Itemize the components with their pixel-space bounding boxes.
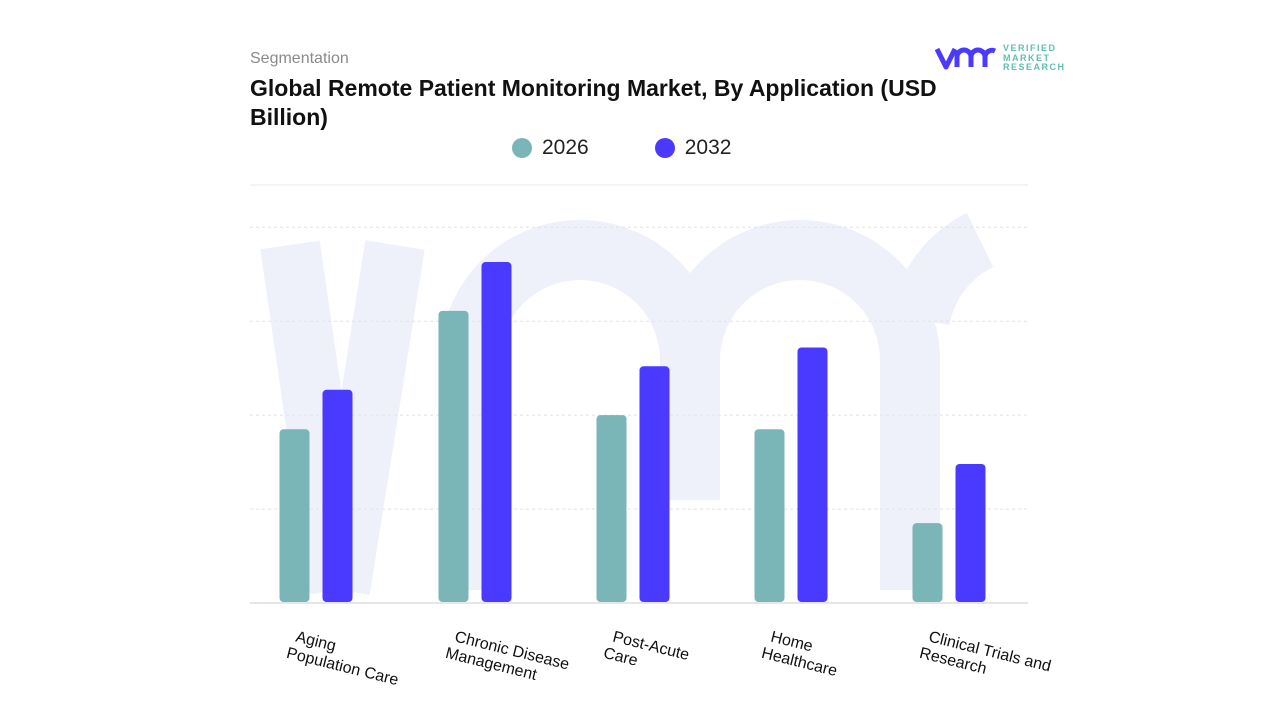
- legend-dot-icon: [512, 138, 532, 158]
- bar-2026: [279, 429, 310, 602]
- legend-item-2032[interactable]: 2032: [654, 136, 732, 160]
- legend-item-2026[interactable]: 2026: [512, 136, 589, 160]
- vmr-logo: VERIFIED MARKET RESEARCH: [935, 43, 1066, 73]
- bar-2032: [322, 389, 353, 602]
- bar-2032: [639, 366, 670, 602]
- bar-2026: [912, 523, 943, 602]
- logo-text-line: VERIFIED: [1003, 43, 1057, 53]
- logo-text-line: MARKET: [1003, 52, 1051, 63]
- bar-2032: [797, 347, 828, 602]
- chart-title: Global Remote Patient Monitoring Market,…: [250, 75, 937, 130]
- section-label: Segmentation: [250, 50, 349, 67]
- bar-2026: [754, 429, 785, 602]
- x-tick-label: AgingPopulation Care: [285, 627, 405, 689]
- x-tick-label-line: Population Care: [285, 645, 401, 689]
- x-tick-label: Clinical Trials andResearch: [918, 627, 1053, 693]
- x-tick-label: Post-AcuteCare: [602, 627, 691, 681]
- bar-2026: [438, 310, 469, 602]
- x-tick-label: Chronic DiseaseManagement: [444, 627, 571, 691]
- watermark-logo: [440, 213, 995, 590]
- bar-2032: [955, 463, 986, 602]
- legend: 2026 2032: [512, 136, 731, 160]
- logo-text-line: RESEARCH: [1003, 62, 1066, 72]
- legend-dot-icon: [654, 138, 675, 158]
- legend-label: 2026: [542, 136, 589, 159]
- vmr-logo-mark-icon: [935, 47, 997, 70]
- legend-label: 2032: [684, 136, 732, 159]
- bar-2026: [596, 415, 627, 602]
- x-tick-label: HomeHealthcare: [760, 627, 844, 680]
- bar-2032: [481, 262, 512, 602]
